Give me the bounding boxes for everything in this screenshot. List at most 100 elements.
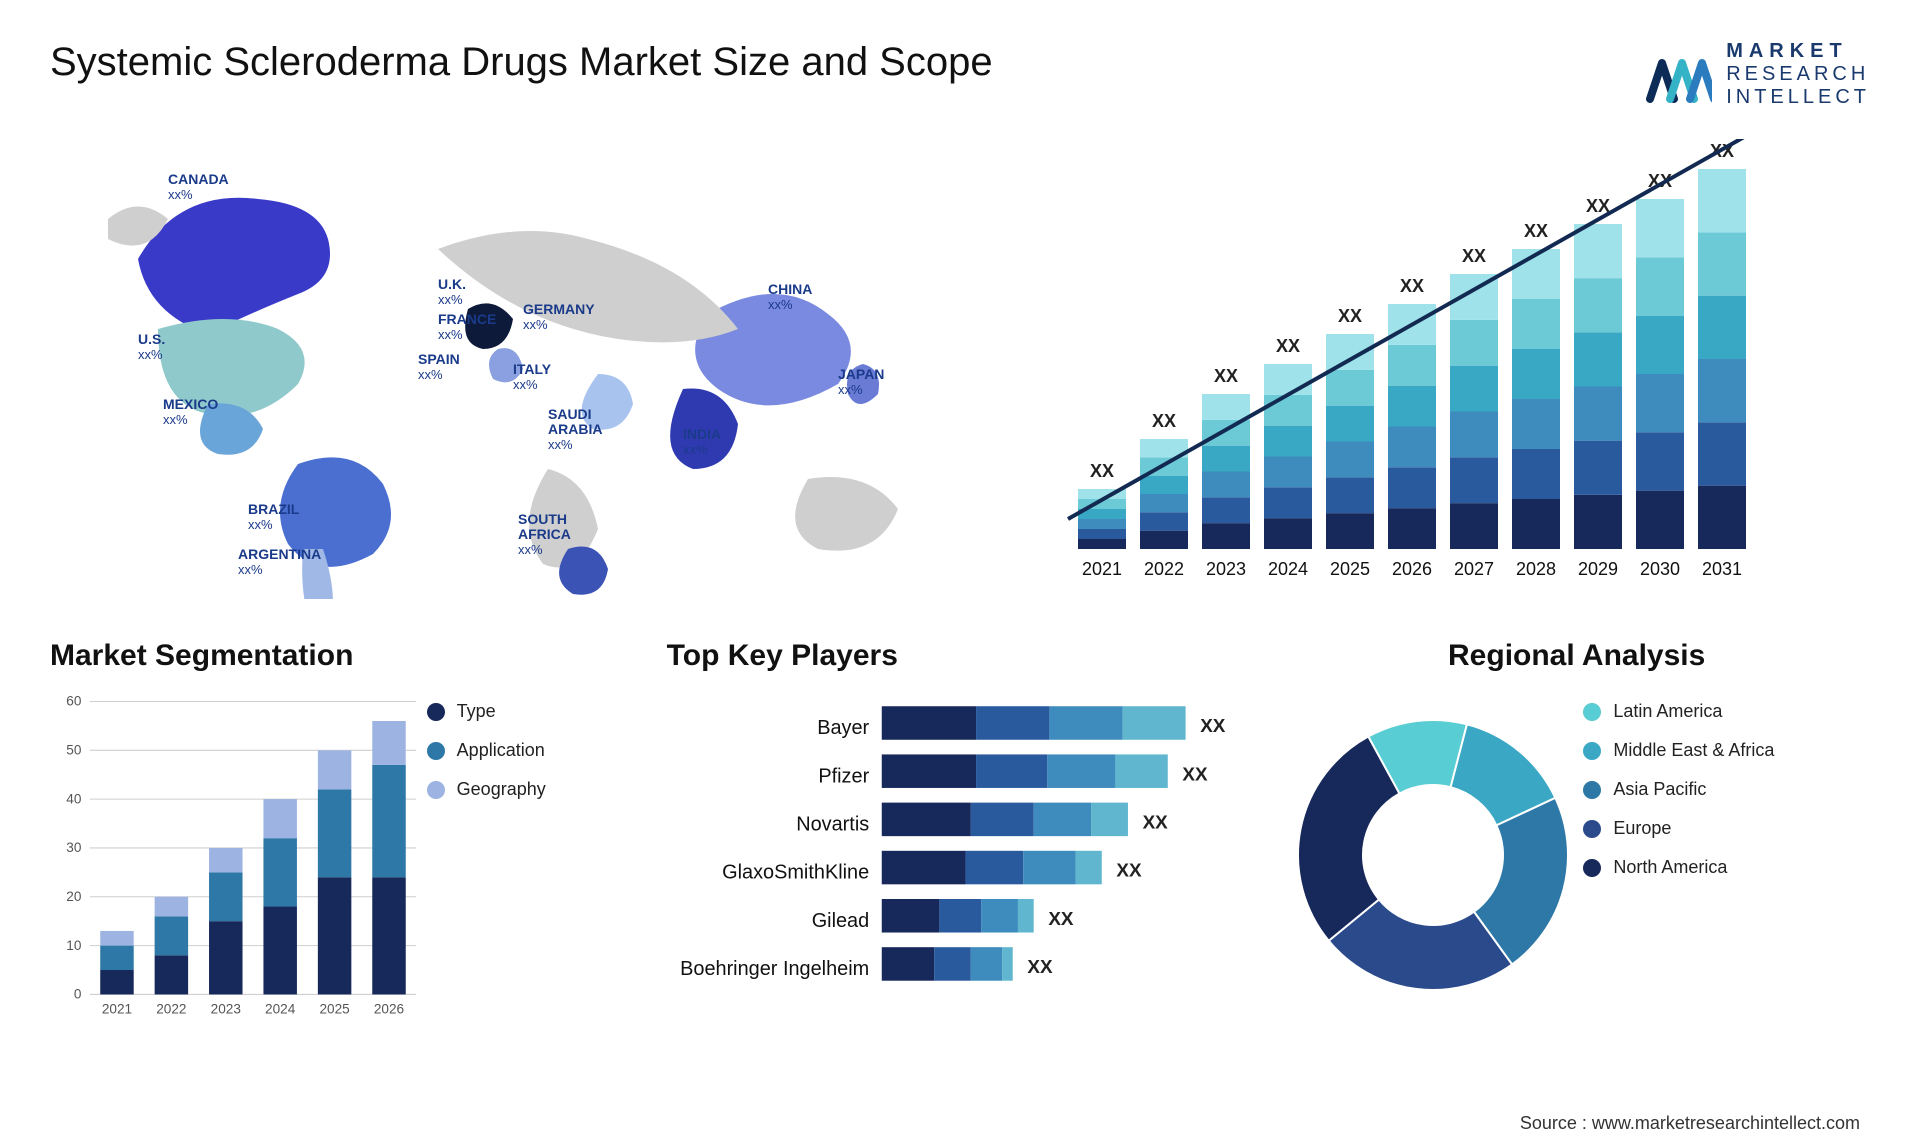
legend-label: Application xyxy=(457,740,545,761)
brand-logo: MARKET RESEARCH INTELLECT xyxy=(1642,40,1870,109)
seg-bar-segment xyxy=(263,799,296,838)
legend-label: North America xyxy=(1613,857,1727,878)
forecast-bar-segment xyxy=(1512,299,1560,349)
forecast-bar-value: XX xyxy=(1524,221,1548,241)
player-bar-segment xyxy=(970,947,1001,981)
forecast-bar-segment xyxy=(1512,499,1560,549)
seg-bar-segment xyxy=(209,848,242,872)
legend-label: Asia Pacific xyxy=(1613,779,1706,800)
seg-legend-item: Geography xyxy=(427,779,637,800)
forecast-bar-segment xyxy=(1574,278,1622,332)
forecast-bar-segment xyxy=(1388,467,1436,508)
svg-text:xx%: xx% xyxy=(438,327,463,342)
forecast-bar-segment xyxy=(1574,441,1622,495)
players-title: Top Key Players xyxy=(667,639,1254,673)
forecast-bar-segment xyxy=(1450,320,1498,366)
forecast-bar-segment xyxy=(1202,497,1250,523)
country-label: GERMANY xyxy=(523,301,595,317)
seg-year-label: 2024 xyxy=(265,1001,296,1016)
country-label: SPAIN xyxy=(418,351,460,367)
country-label: INDIA xyxy=(683,426,721,442)
seg-year-label: 2021 xyxy=(102,1001,132,1016)
svg-text:xx%: xx% xyxy=(248,517,273,532)
legend-label: Type xyxy=(457,701,496,722)
svg-text:xx%: xx% xyxy=(138,347,163,362)
forecast-chart: XX2021XX2022XX2023XX2024XX2025XX2026XX20… xyxy=(1006,139,1870,599)
player-name: Bayer xyxy=(817,717,869,739)
forecast-bar-segment xyxy=(1698,422,1746,485)
legend-swatch xyxy=(1583,703,1601,721)
forecast-bar-segment xyxy=(1264,457,1312,488)
legend-swatch xyxy=(427,703,445,721)
segmentation-panel: Market Segmentation 01020304050602021202… xyxy=(50,639,637,1019)
forecast-year-label: 2022 xyxy=(1144,559,1184,579)
svg-text:xx%: xx% xyxy=(438,292,463,307)
segmentation-chart: 0102030405060202120222023202420252026 xyxy=(50,691,427,1026)
svg-text:30: 30 xyxy=(66,840,82,855)
forecast-bar-segment xyxy=(1450,366,1498,412)
forecast-bar-segment xyxy=(1450,412,1498,458)
player-bar-segment xyxy=(970,803,1033,837)
forecast-chart-panel: XX2021XX2022XX2023XX2024XX2025XX2026XX20… xyxy=(1006,139,1870,599)
forecast-bar-segment xyxy=(1636,316,1684,374)
forecast-bar-segment xyxy=(1574,495,1622,549)
seg-bar-segment xyxy=(318,750,351,789)
forecast-bar-value: XX xyxy=(1214,366,1238,386)
player-bar-segment xyxy=(1049,706,1122,740)
seg-bar-segment xyxy=(100,970,133,994)
forecast-year-label: 2029 xyxy=(1578,559,1618,579)
seg-bar-segment xyxy=(263,838,296,906)
svg-text:xx%: xx% xyxy=(518,542,543,557)
map-region xyxy=(559,547,608,595)
player-bar-segment xyxy=(881,803,970,837)
forecast-bar-segment xyxy=(1636,199,1684,257)
forecast-bar-segment xyxy=(1574,387,1622,441)
seg-bar-segment xyxy=(100,931,133,946)
bottom-row: Market Segmentation 01020304050602021202… xyxy=(50,639,1870,1019)
seg-bar-segment xyxy=(100,946,133,970)
legend-swatch xyxy=(1583,859,1601,877)
svg-text:xx%: xx% xyxy=(683,442,708,457)
forecast-bar-segment xyxy=(1326,406,1374,442)
player-bar-segment xyxy=(981,899,1018,933)
regional-donut-wrap xyxy=(1283,691,1583,1019)
forecast-year-label: 2027 xyxy=(1454,559,1494,579)
top-row: CANADAxx%U.S.xx%MEXICOxx%BRAZILxx%ARGENT… xyxy=(50,139,1870,599)
seg-year-label: 2022 xyxy=(156,1001,186,1016)
forecast-bar-segment xyxy=(1326,513,1374,549)
player-value: XX xyxy=(1116,860,1142,881)
region-legend-item: Middle East & Africa xyxy=(1583,740,1793,761)
forecast-bar-value: XX xyxy=(1400,276,1424,296)
forecast-bar-segment xyxy=(1140,531,1188,549)
seg-bar-segment xyxy=(209,921,242,994)
forecast-year-label: 2024 xyxy=(1268,559,1308,579)
forecast-year-label: 2031 xyxy=(1702,559,1742,579)
country-label: BRAZIL xyxy=(248,501,300,517)
forecast-bar-segment xyxy=(1202,420,1250,446)
player-name: Boehringer Ingelheim xyxy=(680,958,869,980)
svg-text:ARABIA: ARABIA xyxy=(548,421,602,437)
forecast-bar-segment xyxy=(1512,449,1560,499)
player-bar-segment xyxy=(976,754,1047,788)
forecast-bar-segment xyxy=(1078,539,1126,549)
svg-text:10: 10 xyxy=(66,938,82,953)
forecast-bar-segment xyxy=(1512,399,1560,449)
forecast-bar-segment xyxy=(1264,395,1312,426)
forecast-bar-value: XX xyxy=(1090,461,1114,481)
forecast-bar-segment xyxy=(1326,442,1374,478)
svg-text:xx%: xx% xyxy=(238,562,263,577)
forecast-year-label: 2021 xyxy=(1082,559,1122,579)
region-legend-item: Asia Pacific xyxy=(1583,779,1793,800)
player-name: GlaxoSmithKline xyxy=(722,862,869,884)
country-label: SOUTH xyxy=(518,511,567,527)
forecast-bar-segment xyxy=(1388,345,1436,386)
country-label: JAPAN xyxy=(838,366,884,382)
forecast-bar-segment xyxy=(1078,519,1126,529)
forecast-year-label: 2026 xyxy=(1392,559,1432,579)
regional-title: Regional Analysis xyxy=(1283,639,1870,673)
seg-year-label: 2023 xyxy=(211,1001,241,1016)
player-bar-segment xyxy=(976,706,1049,740)
source-attribution: Source : www.marketresearchintellect.com xyxy=(1520,1113,1860,1134)
forecast-bar-segment xyxy=(1140,494,1188,512)
regional-legend: Latin AmericaMiddle East & AfricaAsia Pa… xyxy=(1583,691,1793,1019)
